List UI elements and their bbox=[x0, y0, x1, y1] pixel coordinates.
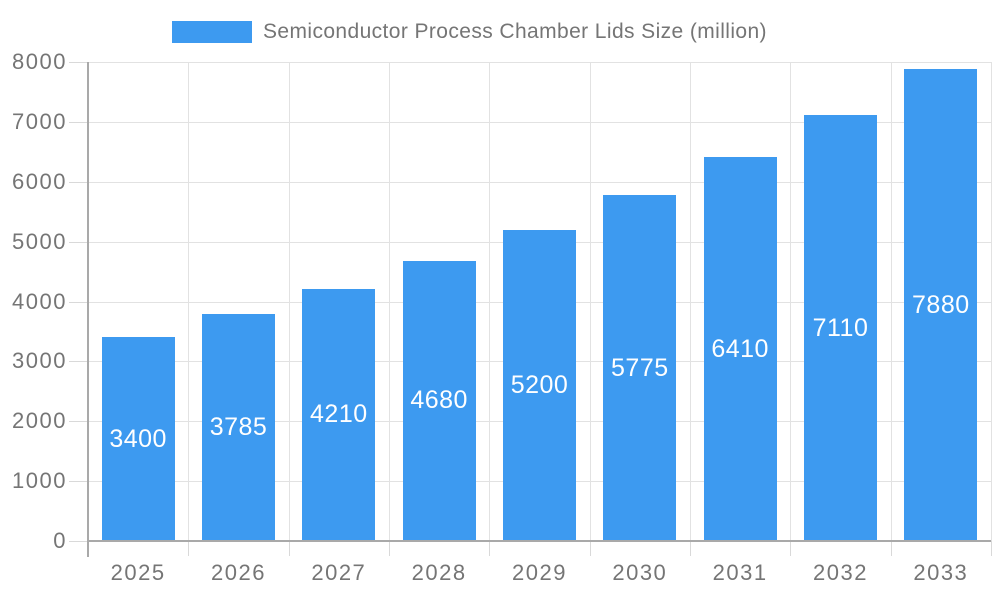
gridline-vertical bbox=[790, 62, 792, 541]
x-tick-mark bbox=[489, 541, 491, 556]
bar-value-label: 7880 bbox=[912, 290, 970, 319]
bar-value-label: 4210 bbox=[310, 400, 368, 429]
bar: 3785 bbox=[202, 314, 275, 541]
gridline-vertical bbox=[188, 62, 190, 541]
legend: Semiconductor Process Chamber Lids Size … bbox=[172, 21, 767, 43]
legend-swatch bbox=[172, 21, 252, 43]
x-tick-label: 2027 bbox=[311, 560, 367, 585]
x-tick-mark bbox=[188, 541, 190, 556]
gridline-vertical bbox=[389, 62, 390, 541]
y-tick-label: 2000 bbox=[12, 408, 67, 434]
y-tick-label: 0 bbox=[53, 528, 67, 553]
gridline-vertical bbox=[991, 62, 992, 541]
bar: 4210 bbox=[302, 288, 376, 541]
x-tick-mark bbox=[589, 541, 591, 556]
y-tick-label: 8000 bbox=[12, 49, 67, 74]
gridline-horizontal bbox=[88, 181, 991, 183]
gridline-vertical bbox=[890, 62, 892, 541]
y-tick-label: 3000 bbox=[12, 348, 67, 374]
y-tick-mark bbox=[69, 421, 88, 423]
x-tick-mark bbox=[991, 541, 992, 556]
y-axis-line bbox=[87, 62, 89, 557]
bar: 5775 bbox=[603, 195, 677, 541]
bar: 7880 bbox=[904, 69, 978, 541]
x-tick-label: 2030 bbox=[612, 560, 668, 585]
y-tick-mark bbox=[69, 181, 88, 183]
y-tick-label: 5000 bbox=[12, 228, 67, 254]
y-tick-label: 7000 bbox=[12, 108, 67, 134]
y-tick-mark bbox=[69, 301, 88, 303]
bar: 4680 bbox=[402, 260, 476, 541]
bar-value-label: 3400 bbox=[109, 424, 167, 453]
x-tick-label: 2031 bbox=[712, 560, 768, 585]
x-tick-label: 2025 bbox=[110, 560, 166, 585]
y-tick-mark bbox=[69, 541, 88, 542]
gridline-vertical bbox=[690, 62, 691, 541]
bar: 5200 bbox=[503, 229, 576, 541]
x-axis-line bbox=[88, 540, 991, 542]
bar-value-label: 6410 bbox=[711, 334, 769, 363]
bar-value-label: 5200 bbox=[510, 370, 569, 399]
y-tick-mark bbox=[69, 121, 88, 123]
y-tick-mark bbox=[69, 62, 88, 63]
y-tick-label: 6000 bbox=[12, 168, 67, 194]
x-tick-mark bbox=[790, 541, 792, 556]
x-tick-label: 2032 bbox=[813, 560, 868, 585]
gridline-horizontal bbox=[88, 121, 991, 123]
bar: 3400 bbox=[101, 337, 175, 541]
x-tick-label: 2033 bbox=[913, 560, 969, 585]
y-tick-mark bbox=[69, 481, 88, 483]
x-tick-label: 2028 bbox=[411, 560, 467, 585]
gridline-vertical bbox=[489, 62, 491, 541]
y-tick-label: 4000 bbox=[12, 288, 67, 314]
y-tick-mark bbox=[69, 361, 88, 363]
x-tick-mark bbox=[288, 541, 290, 556]
legend-label: Semiconductor Process Chamber Lids Size … bbox=[263, 20, 767, 43]
bar-value-label: 3785 bbox=[209, 413, 268, 442]
x-tick-mark bbox=[690, 541, 691, 556]
bar: 7110 bbox=[804, 115, 877, 541]
gridline-vertical bbox=[288, 62, 290, 541]
x-tick-label: 2029 bbox=[512, 560, 567, 585]
bar-value-label: 4680 bbox=[410, 386, 468, 415]
y-tick-label: 1000 bbox=[12, 468, 67, 494]
gridline-horizontal bbox=[88, 62, 991, 63]
x-tick-label: 2026 bbox=[211, 560, 266, 585]
x-tick-mark bbox=[890, 541, 892, 556]
bar: 6410 bbox=[703, 157, 777, 541]
bar-value-label: 7110 bbox=[812, 313, 869, 342]
bar-value-label: 5775 bbox=[611, 353, 669, 382]
x-tick-mark bbox=[389, 541, 390, 556]
y-tick-mark bbox=[69, 241, 88, 243]
gridline-vertical bbox=[589, 62, 591, 541]
